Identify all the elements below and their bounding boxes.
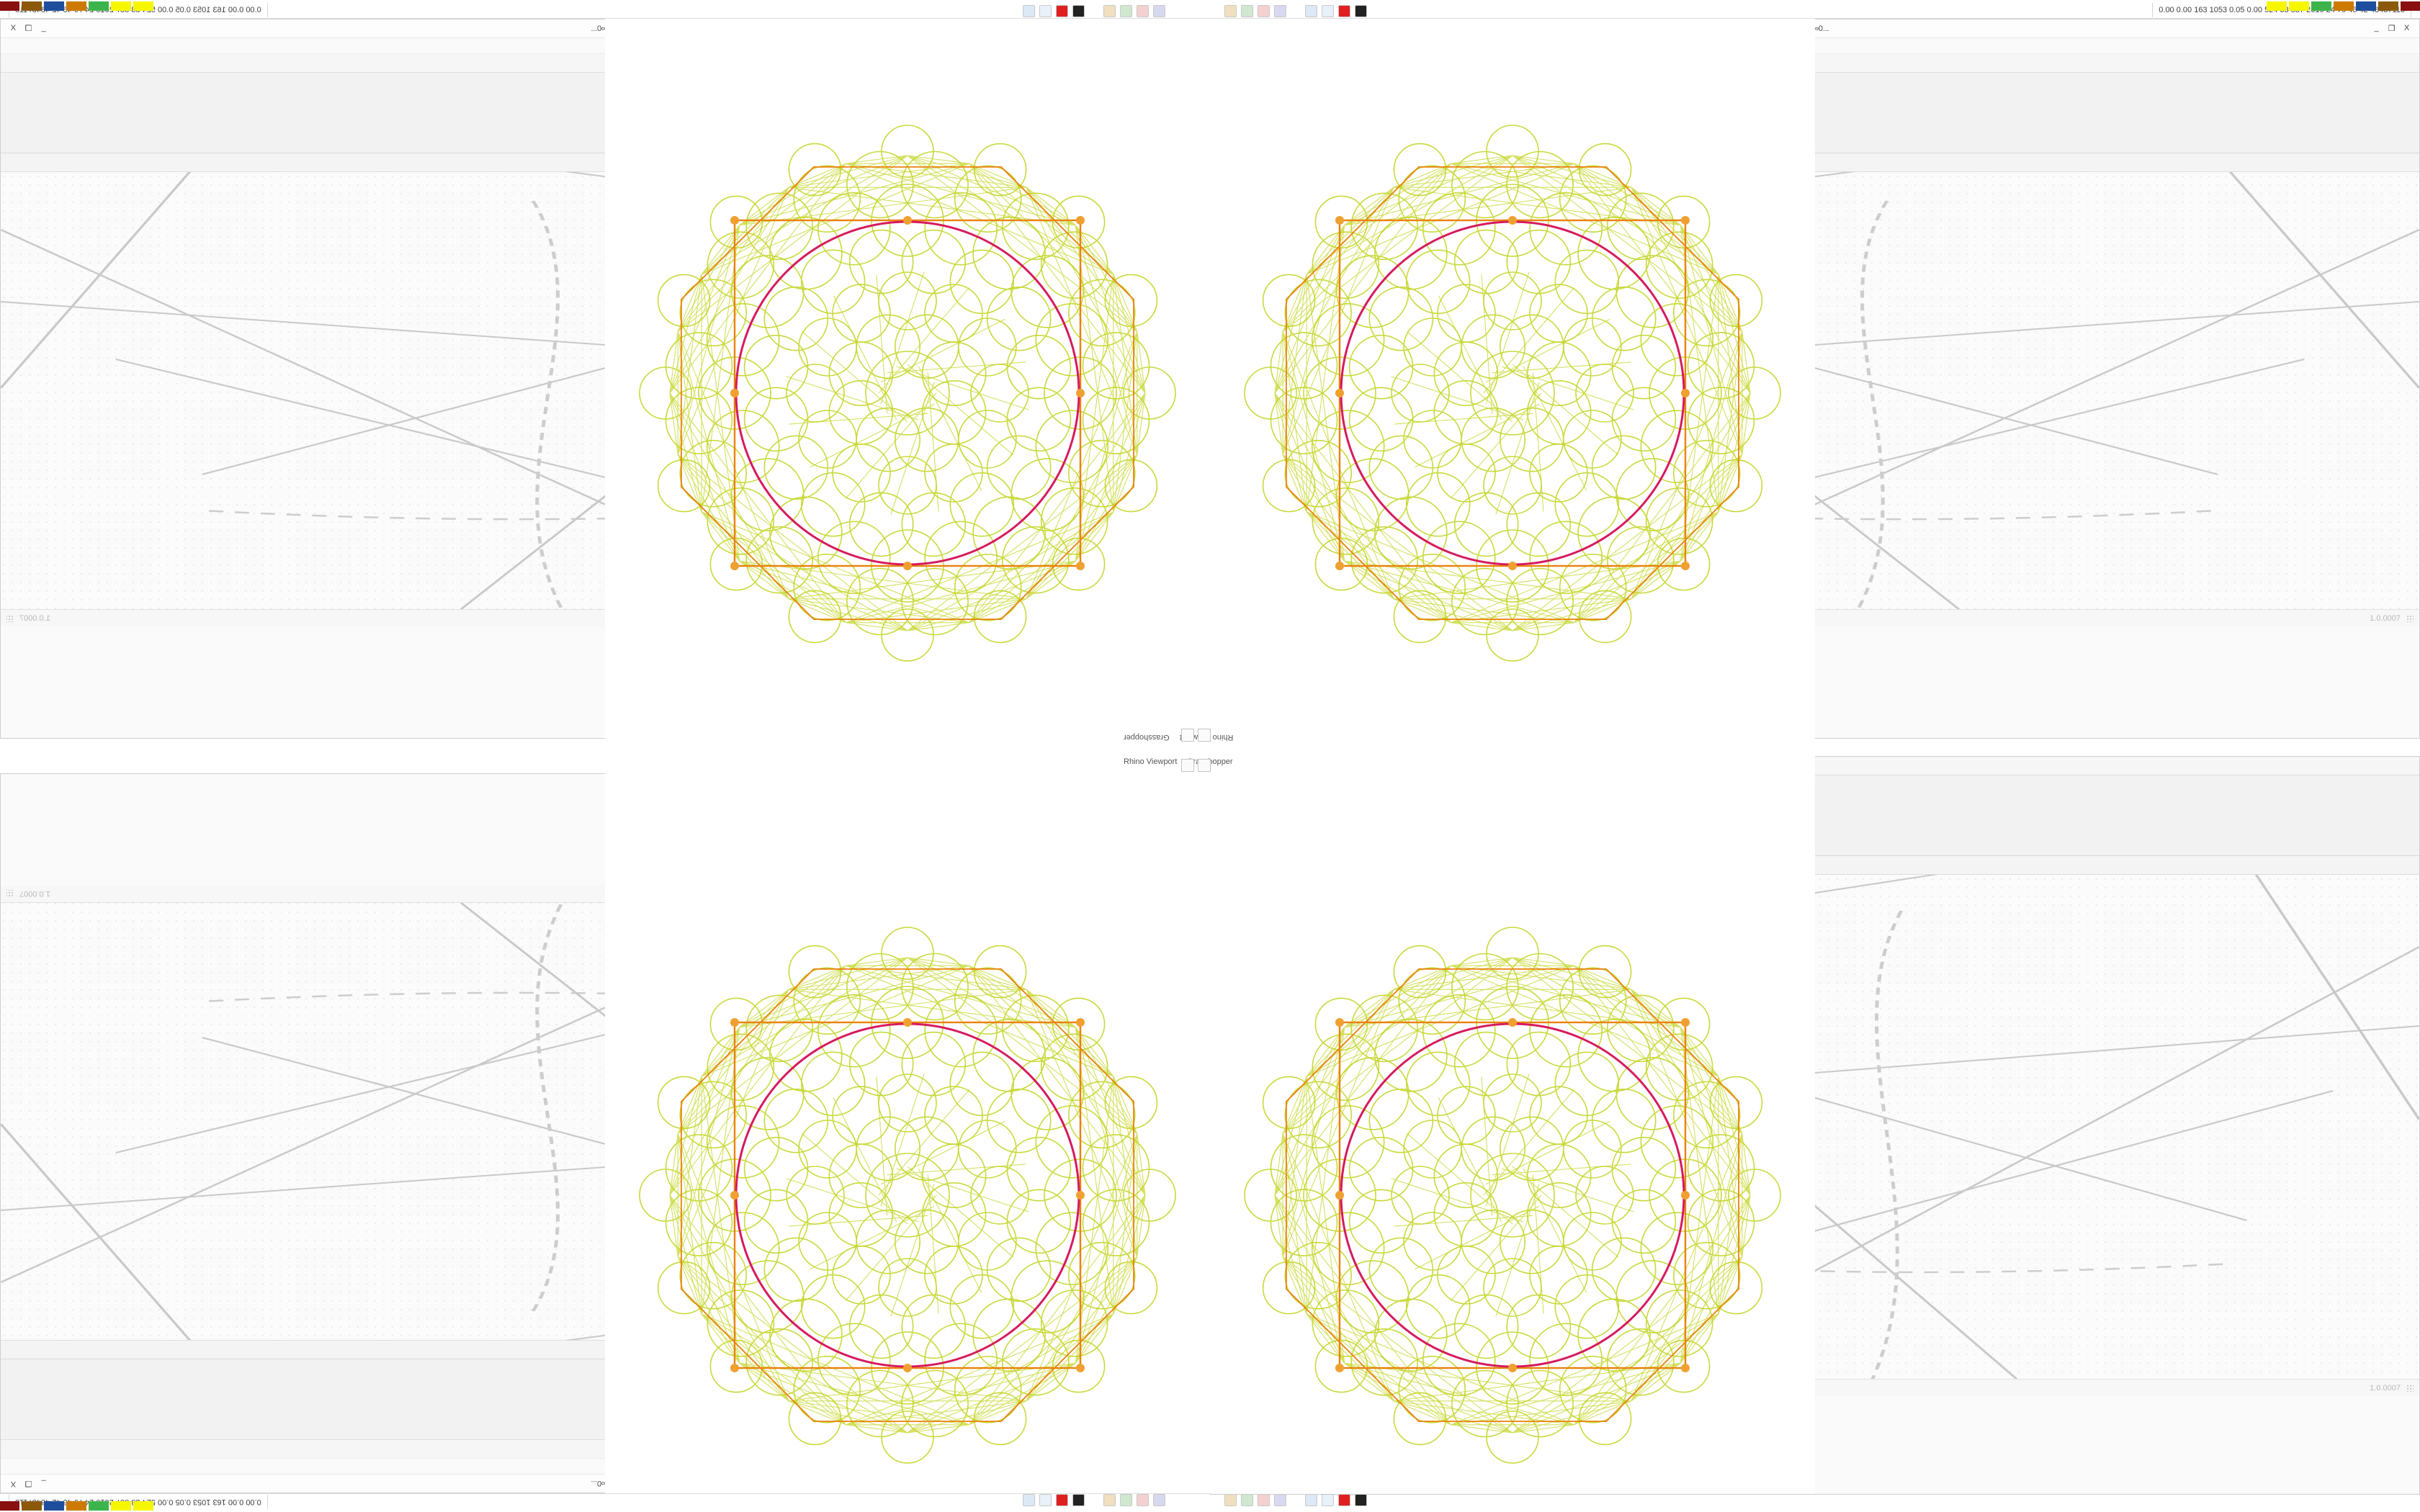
osnap-icon[interactable] [1120,4,1132,17]
grid-icon[interactable] [1224,1493,1237,1506]
camera-icon[interactable] [1072,4,1085,17]
notebook-icon[interactable] [1305,4,1317,17]
inscribed-circle [735,1022,1080,1368]
octagon-boundary [1286,968,1739,1422]
rhino-color-swatches[interactable] [0,1501,153,1511]
rhino-viewport-top-left[interactable] [605,19,1210,756]
tangency-nodes [1335,1018,1690,1372]
camera-icon[interactable] [1355,4,1367,17]
pattern-web-lines [669,957,1146,1434]
minimize-button[interactable]: _ [41,1480,46,1488]
grid-icon[interactable] [1103,4,1116,17]
layers-icon[interactable] [1322,1493,1334,1506]
pattern-web-lines [1274,155,1751,631]
rhino-toolbar-bottom-center[interactable] [1023,1492,1165,1508]
minimize-button[interactable]: _ [41,24,46,32]
rhino-color-swatches[interactable] [0,1,153,11]
notebook-icon[interactable] [1181,729,1194,742]
grid-icon[interactable] [1103,1493,1116,1506]
viewport-icons-top[interactable] [1181,729,1211,742]
tangency-nodes [730,1018,1085,1372]
viewport-icons-bottom[interactable] [1181,759,1211,772]
geometry-pattern [639,125,1176,662]
tangency-nodes [1335,216,1690,570]
record-icon[interactable] [1056,4,1068,17]
maximize-button[interactable]: ❐ [24,1479,32,1488]
notebook-icon[interactable] [1023,4,1035,17]
osnap-icon[interactable] [1241,4,1253,17]
rhino-viewport-bottom-right[interactable] [1210,756,1815,1493]
camera-icon[interactable] [1198,759,1211,772]
resize-grip[interactable] [2406,1384,2414,1392]
close-button[interactable]: X [10,1480,17,1488]
octagon-boundary [681,166,1134,620]
viewport-label-rhino: Rhino Viewport [1124,757,1178,766]
layers-icon[interactable] [1039,1493,1052,1506]
filter-icon[interactable] [1274,1493,1286,1506]
close-button[interactable]: X [2403,24,2410,32]
gh-version: 1.0.0007 [2370,613,2401,623]
gh-version: 1.0.0007 [2370,1383,2401,1392]
camera-icon[interactable] [1355,1493,1367,1506]
filter-icon[interactable] [1153,4,1165,17]
close-button[interactable]: X [10,24,17,32]
gh-version: 1.0.0007 [19,889,50,899]
rhino-top-strip: 0.00 0.00 163 1053 0.05 0.00 524 38 887 … [1210,0,2420,19]
rhino-toolbar-top-center-2[interactable] [1224,3,1367,19]
osnap-icon[interactable] [1120,1493,1132,1506]
grid-icon[interactable] [1224,4,1237,17]
octagon-boundary [1286,166,1739,620]
resize-grip[interactable] [6,890,14,898]
maximize-button[interactable]: ❐ [2388,24,2396,33]
pattern-web-lines [669,155,1146,631]
geometry-pattern [1244,125,1781,662]
packed-circles [639,125,1176,662]
rhino-viewport-top-right[interactable] [1210,19,1815,756]
rhino-toolbar-bottom-center-2[interactable] [1224,1492,1367,1508]
packed-circles [1244,125,1781,662]
maximize-button[interactable]: ❐ [24,24,32,33]
resize-grip[interactable] [6,614,14,622]
rhino-toolbar-top-center[interactable] [1023,3,1165,19]
layers-icon[interactable] [1322,4,1334,17]
packed-circles [639,927,1176,1464]
record-icon[interactable] [1338,4,1350,17]
record-icon[interactable] [1181,759,1194,772]
geometry-pattern [1244,927,1781,1464]
inscribed-circle [1340,220,1685,566]
gumball-icon[interactable] [1258,4,1270,17]
osnap-icon[interactable] [1241,1493,1253,1506]
rhino-color-swatches[interactable] [2267,1,2420,11]
filter-icon[interactable] [1274,4,1286,17]
filter-icon[interactable] [1153,1493,1165,1506]
record-icon[interactable] [1338,1493,1350,1506]
notebook-icon[interactable] [1305,1493,1317,1506]
gumball-icon[interactable] [1137,1493,1149,1506]
gumball-icon[interactable] [1137,4,1149,17]
resize-grip[interactable] [2406,614,2414,622]
inscribed-circle [1340,1022,1685,1368]
layers-icon[interactable] [1198,729,1211,742]
octagon-boundary [681,968,1134,1422]
layers-icon[interactable] [1039,4,1052,17]
record-icon[interactable] [1056,1493,1068,1506]
minimize-button[interactable]: _ [2374,24,2379,32]
notebook-icon[interactable] [1023,1493,1035,1506]
gh-version: 1.0.0007 [19,613,50,623]
camera-icon[interactable] [1072,1493,1085,1506]
viewport-label-grasshopper-mirrored: Grasshopper [1124,733,1170,742]
rhino-viewport-bottom-left[interactable] [605,756,1210,1493]
packed-circles [1244,927,1781,1464]
geometry-pattern [639,927,1176,1464]
inscribed-circle [735,220,1080,566]
tangency-nodes [730,216,1085,570]
pattern-web-lines [1274,957,1751,1434]
gumball-icon[interactable] [1258,1493,1270,1506]
